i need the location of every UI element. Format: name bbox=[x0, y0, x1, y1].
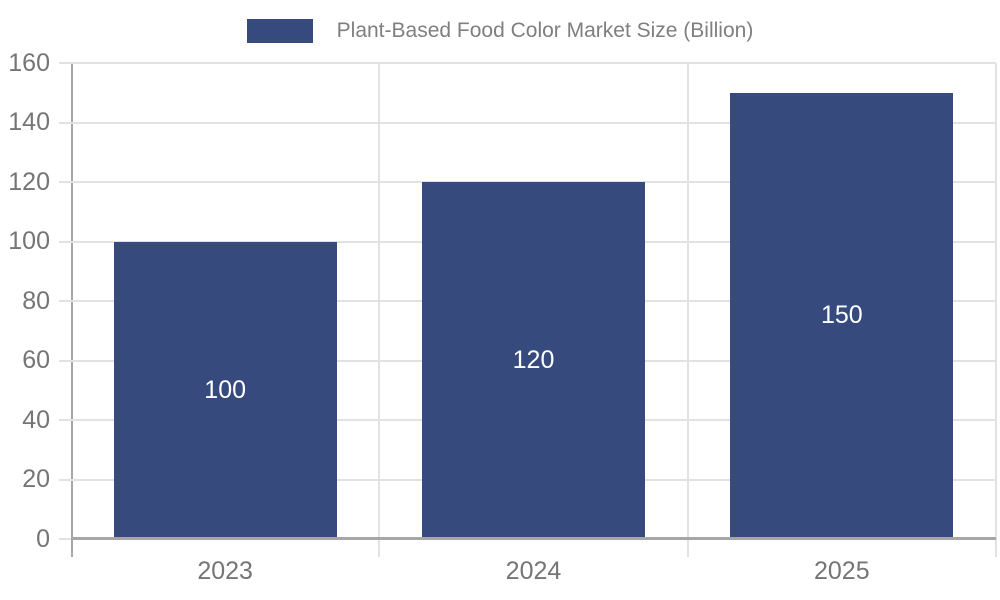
x-tick-mark bbox=[686, 539, 689, 557]
legend-label: Plant-Based Food Color Market Size (Bill… bbox=[336, 19, 754, 42]
y-tick-label: 0 bbox=[36, 524, 50, 553]
x-tick-mark bbox=[378, 539, 381, 557]
y-tick-mark bbox=[59, 62, 71, 64]
y-tick-mark bbox=[59, 478, 71, 481]
y-axis-line bbox=[71, 63, 73, 557]
legend: Plant-Based Food Color Market Size (Bill… bbox=[0, 16, 1000, 46]
y-tick-label: 40 bbox=[22, 405, 50, 434]
plot-area: 100 120 150 bbox=[71, 62, 997, 557]
h-gridline bbox=[71, 62, 996, 64]
y-tick-label: 80 bbox=[22, 286, 50, 315]
v-gridline bbox=[378, 63, 381, 539]
y-tick-label: 140 bbox=[8, 108, 50, 136]
y-tick-mark bbox=[59, 181, 71, 183]
y-tick-label: 20 bbox=[22, 465, 50, 493]
bar-value-label: 150 bbox=[820, 301, 863, 330]
x-tick-label: 2024 bbox=[505, 557, 562, 585]
y-tick-mark bbox=[59, 121, 71, 124]
y-tick-mark bbox=[59, 240, 71, 243]
y-tick-mark bbox=[59, 359, 71, 362]
x-tick-mark bbox=[995, 539, 997, 557]
bar: 150 bbox=[730, 92, 954, 539]
y-tick-label: 120 bbox=[8, 167, 50, 196]
v-gridline bbox=[686, 63, 689, 539]
y-tick-mark bbox=[59, 419, 71, 421]
y-tick-label: 60 bbox=[22, 346, 50, 374]
x-tick-label: 2025 bbox=[814, 557, 870, 585]
bar: 120 bbox=[422, 182, 645, 539]
y-tick-label: 160 bbox=[8, 48, 50, 77]
v-gridline bbox=[995, 63, 997, 539]
bar: 100 bbox=[113, 241, 337, 539]
legend-swatch bbox=[246, 19, 313, 43]
x-tick-label: 2023 bbox=[197, 557, 253, 585]
h-gridline bbox=[71, 121, 996, 124]
y-tick-mark bbox=[59, 538, 71, 540]
bar-value-label: 120 bbox=[512, 346, 555, 374]
bar-value-label: 100 bbox=[204, 375, 247, 404]
x-axis-line bbox=[71, 537, 996, 540]
y-tick-mark bbox=[59, 300, 71, 302]
y-tick-label: 100 bbox=[8, 227, 50, 255]
